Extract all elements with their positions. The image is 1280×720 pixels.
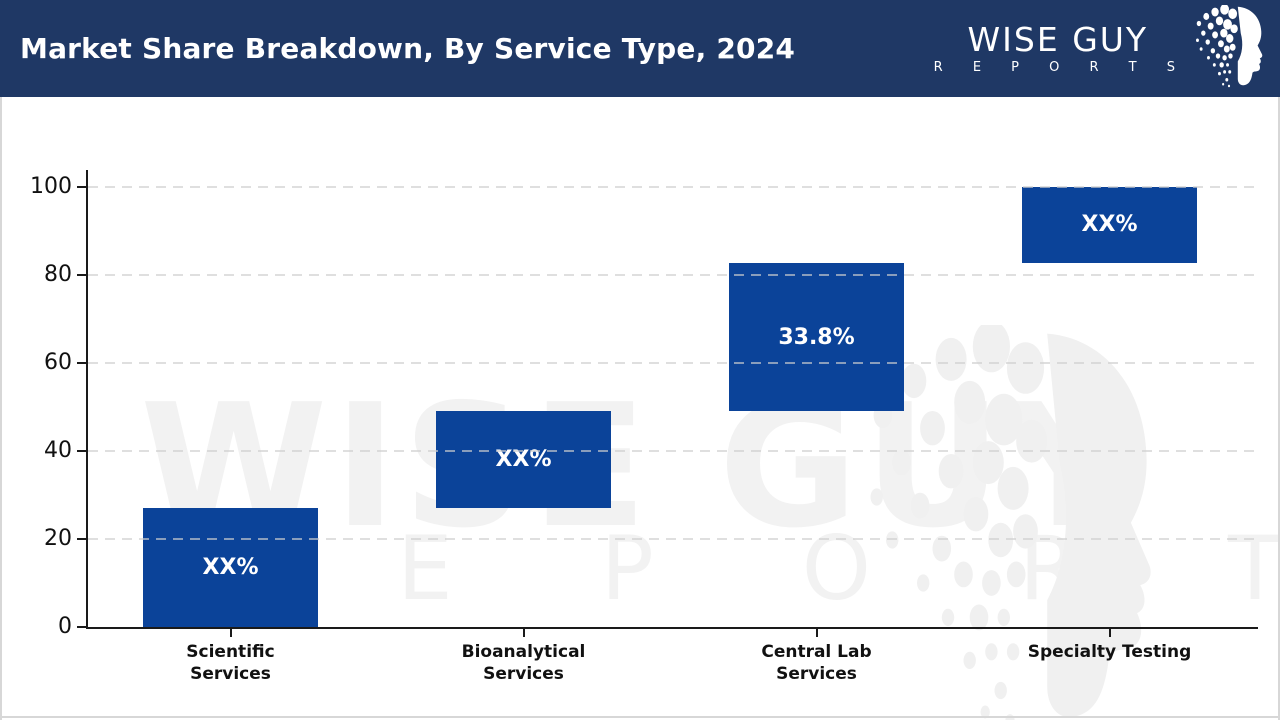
y-tick-20 (77, 538, 86, 540)
y-axis-line (86, 170, 88, 629)
bar-value-label: XX% (202, 555, 259, 581)
x-axis-label-specialty-testing: Specialty Testing (985, 641, 1235, 663)
x-axis-label-scientific-services: Scientific Services (106, 641, 356, 685)
y-tick-60 (77, 362, 86, 364)
gridline-60 (88, 362, 1256, 364)
x-axis-label-line: Scientific (186, 642, 275, 662)
logo-name: WISE GUY (967, 19, 1149, 59)
x-axis-label-line: Bioanalytical (461, 642, 586, 662)
x-tick-bioanalytical-services (522, 629, 525, 637)
chart-title: Market Share Breakdown, By Service Type,… (20, 32, 796, 65)
x-tick-scientific-services (229, 629, 232, 637)
header-banner: Market Share Breakdown, By Service Type,… (0, 0, 1280, 97)
bar-value-label: 33.8% (778, 324, 855, 350)
logo-subname: R E P O R T S (933, 59, 1188, 75)
gridline-100 (88, 186, 1256, 188)
figure-border-bottom (0, 716, 1280, 718)
x-axis-label-line: Specialty Testing (1027, 642, 1192, 662)
gridline-80 (88, 274, 1256, 276)
x-axis-label-line: Central Lab (761, 642, 872, 662)
x-tick-central-lab-services (815, 629, 818, 637)
figure-border-right (1278, 97, 1280, 720)
figure-border-left (0, 97, 2, 720)
x-axis-label-central-lab-services: Central Lab Services (692, 641, 942, 685)
y-tick-40 (77, 450, 86, 452)
y-tick-label-0: 0 (58, 614, 72, 639)
bar-value-label: XX% (1081, 212, 1138, 238)
x-axis-label-line: Services (483, 664, 564, 684)
logo-text: WISE GUY R E P O R T S (928, 23, 1188, 75)
x-axis-label-line: Services (190, 664, 271, 684)
wise-guy-reports-logo: WISE GUY R E P O R T S (928, 4, 1266, 93)
bar-specialty-testing: XX% (1022, 187, 1197, 263)
x-axis-label-line: Services (776, 664, 857, 684)
y-tick-label-100: 100 (30, 174, 72, 199)
y-tick-0 (77, 626, 86, 628)
bar-scientific-services: XX% (143, 508, 318, 627)
logo-head-icon (1196, 4, 1263, 87)
x-tick-specialty-testing (1108, 629, 1111, 637)
gridline-20 (88, 538, 1256, 540)
x-axis-label-bioanalytical-services: Bioanalytical Services (399, 641, 649, 685)
y-tick-label-20: 20 (44, 526, 72, 551)
y-tick-label-60: 60 (44, 350, 72, 375)
y-tick-80 (77, 274, 86, 276)
y-tick-100 (77, 186, 86, 188)
bar-bioanalytical-services: XX% (436, 411, 611, 509)
y-tick-label-40: 40 (44, 438, 72, 463)
gridline-40 (88, 450, 1256, 452)
bar-central-lab-services: 33.8% (729, 262, 904, 412)
y-tick-label-80: 80 (44, 262, 72, 287)
x-axis-line (86, 627, 1258, 629)
